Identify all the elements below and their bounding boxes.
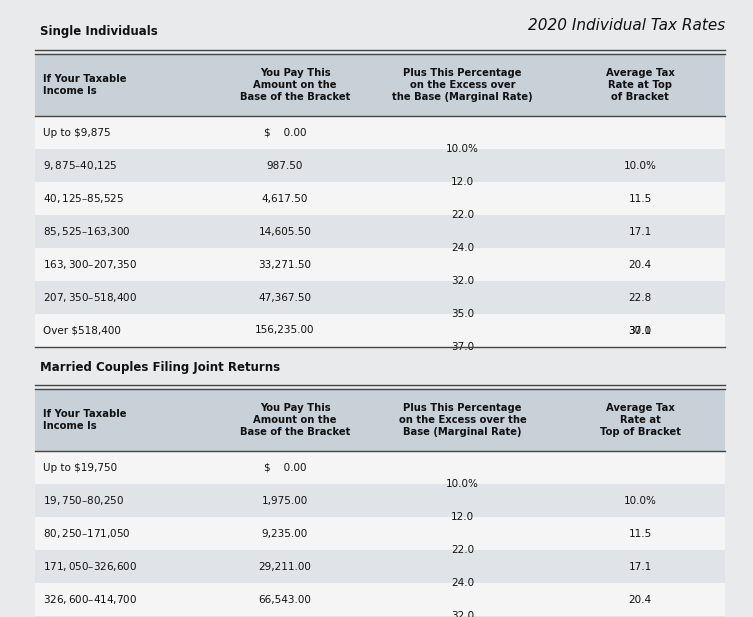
Text: $85,525–$163,300: $85,525–$163,300 xyxy=(43,225,131,238)
Text: 10.0%: 10.0% xyxy=(446,479,479,489)
Text: Plus This Percentage
on the Excess over
the Base (Marginal Rate): Plus This Percentage on the Excess over … xyxy=(392,68,533,102)
Text: $    0.00: $ 0.00 xyxy=(264,128,306,138)
Text: 11.5: 11.5 xyxy=(628,194,651,204)
Text: 17.1: 17.1 xyxy=(628,561,651,571)
Text: $9,875–$40,125: $9,875–$40,125 xyxy=(43,159,117,172)
Text: 2020 Individual Tax Rates: 2020 Individual Tax Rates xyxy=(528,18,725,33)
Text: 32.0: 32.0 xyxy=(451,611,474,617)
Text: 17.1: 17.1 xyxy=(628,226,651,236)
Bar xyxy=(35,116,725,149)
Bar xyxy=(35,182,725,215)
Text: $    0.00: $ 0.00 xyxy=(264,463,306,473)
Text: 24.0: 24.0 xyxy=(451,243,474,253)
Bar xyxy=(35,248,725,281)
Text: If Your Taxable
Income Is: If Your Taxable Income Is xyxy=(43,74,127,96)
Text: $207,350–$518,400: $207,350–$518,400 xyxy=(43,291,137,304)
Text: You Pay This
Amount on the
Base of the Bracket: You Pay This Amount on the Base of the B… xyxy=(239,68,350,102)
Text: Married Couples Filing Joint Returns: Married Couples Filing Joint Returns xyxy=(40,360,280,373)
Text: 22.8: 22.8 xyxy=(628,292,651,302)
Text: $19,750–$80,250: $19,750–$80,250 xyxy=(43,494,124,507)
Text: 29,211.00: 29,211.00 xyxy=(258,561,312,571)
Bar xyxy=(35,484,725,517)
Bar xyxy=(35,54,725,116)
Bar xyxy=(35,616,725,617)
Text: 32.0: 32.0 xyxy=(451,276,474,286)
Text: $163,300–$207,350: $163,300–$207,350 xyxy=(43,258,137,271)
Bar xyxy=(35,389,725,451)
Text: 66,543.00: 66,543.00 xyxy=(258,595,312,605)
Text: $80,250–$171,050: $80,250–$171,050 xyxy=(43,527,131,540)
Text: 24.0: 24.0 xyxy=(451,578,474,588)
Text: 47,367.50: 47,367.50 xyxy=(258,292,312,302)
Text: Single Individuals: Single Individuals xyxy=(40,25,157,38)
Text: $326,600–$414,700: $326,600–$414,700 xyxy=(43,593,137,606)
Bar xyxy=(35,149,725,182)
Text: 10.0%: 10.0% xyxy=(623,160,657,170)
Text: 11.5: 11.5 xyxy=(628,529,651,539)
Text: 14,605.50: 14,605.50 xyxy=(258,226,312,236)
Bar xyxy=(35,451,725,484)
Text: 37.0: 37.0 xyxy=(629,326,651,336)
Text: Up to $19,750: Up to $19,750 xyxy=(43,463,117,473)
Text: 987.50: 987.50 xyxy=(267,160,303,170)
Bar xyxy=(35,550,725,583)
Text: 30.1: 30.1 xyxy=(629,326,651,336)
Text: You Pay This
Amount on the
Base of the Bracket: You Pay This Amount on the Base of the B… xyxy=(239,404,350,437)
Bar xyxy=(35,215,725,248)
Text: 1,975.00: 1,975.00 xyxy=(262,495,308,505)
Text: Average Tax
Rate at Top
of Bracket: Average Tax Rate at Top of Bracket xyxy=(605,68,675,102)
Text: 35.0: 35.0 xyxy=(451,309,474,319)
Bar xyxy=(35,583,725,616)
Bar xyxy=(35,314,725,347)
Text: Average Tax
Rate at
Top of Bracket: Average Tax Rate at Top of Bracket xyxy=(599,404,681,437)
Text: 22.0: 22.0 xyxy=(451,210,474,220)
Bar xyxy=(35,517,725,550)
Text: Plus This Percentage
on the Excess over the
Base (Marginal Rate): Plus This Percentage on the Excess over … xyxy=(398,404,526,437)
Text: Over $518,400: Over $518,400 xyxy=(43,326,121,336)
Text: 20.4: 20.4 xyxy=(629,260,651,270)
Text: If Your Taxable
Income Is: If Your Taxable Income Is xyxy=(43,409,127,431)
Text: 12.0: 12.0 xyxy=(451,512,474,522)
Text: 10.0%: 10.0% xyxy=(623,495,657,505)
Text: 33,271.50: 33,271.50 xyxy=(258,260,312,270)
Text: $40,125–$85,525: $40,125–$85,525 xyxy=(43,192,124,205)
Text: $171,050–$326,600: $171,050–$326,600 xyxy=(43,560,137,573)
Text: 10.0%: 10.0% xyxy=(446,144,479,154)
Text: 9,235.00: 9,235.00 xyxy=(262,529,308,539)
Text: 156,235.00: 156,235.00 xyxy=(255,326,315,336)
Text: 22.0: 22.0 xyxy=(451,545,474,555)
Bar xyxy=(35,281,725,314)
Text: 20.4: 20.4 xyxy=(629,595,651,605)
Text: 4,617.50: 4,617.50 xyxy=(262,194,308,204)
Text: Up to $9,875: Up to $9,875 xyxy=(43,128,111,138)
Text: 37.0: 37.0 xyxy=(451,342,474,352)
Text: 12.0: 12.0 xyxy=(451,177,474,187)
